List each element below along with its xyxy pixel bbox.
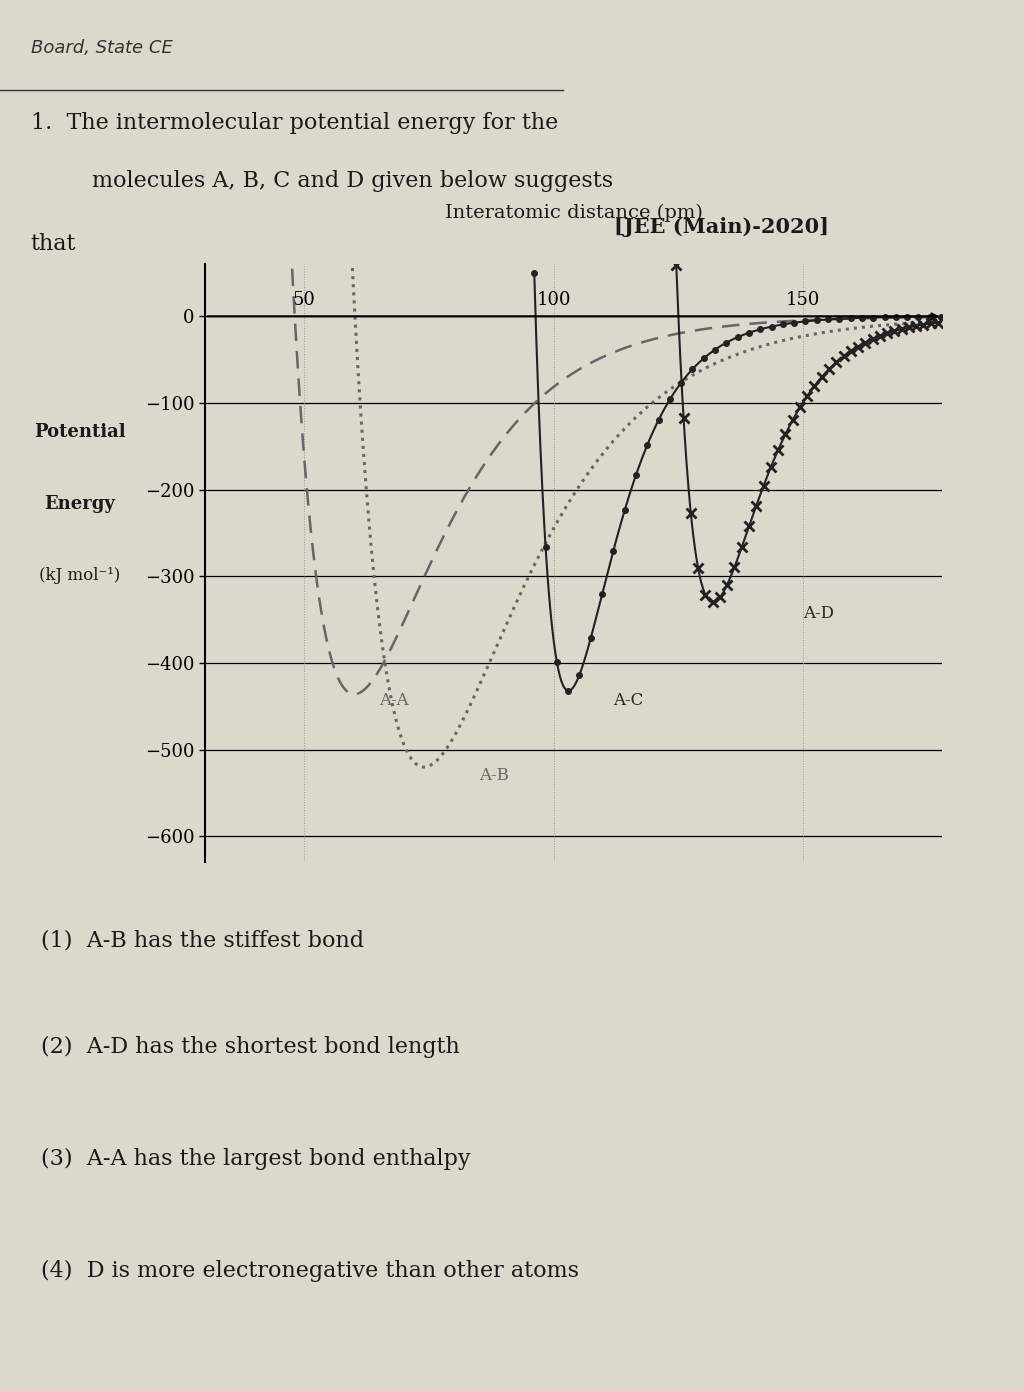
Text: molecules A, B, C and D given below suggests: molecules A, B, C and D given below sugg…: [92, 170, 613, 192]
Text: (3)  A-A has the largest bond enthalpy: (3) A-A has the largest bond enthalpy: [41, 1149, 471, 1170]
Text: A-A: A-A: [379, 691, 409, 708]
Text: Interatomic distance (pm): Interatomic distance (pm): [444, 204, 702, 223]
Text: (kJ mol⁻¹): (kJ mol⁻¹): [39, 566, 120, 584]
Text: [JEE (Main)-2020]: [JEE (Main)-2020]: [614, 217, 829, 236]
Text: Board, State CE: Board, State CE: [31, 39, 173, 57]
Text: 100: 100: [537, 291, 570, 309]
Text: (4)  D is more electronegative than other atoms: (4) D is more electronegative than other…: [41, 1260, 579, 1283]
Text: A-B: A-B: [479, 766, 509, 785]
Text: (2)  A-D has the shortest bond length: (2) A-D has the shortest bond length: [41, 1036, 460, 1059]
Text: that: that: [31, 232, 76, 255]
Text: 1.  The intermolecular potential energy for the: 1. The intermolecular potential energy f…: [31, 113, 558, 135]
Text: Energy: Energy: [44, 495, 115, 512]
Text: Potential: Potential: [34, 423, 125, 441]
Text: 50: 50: [293, 291, 315, 309]
Text: (1)  A-B has the stiffest bond: (1) A-B has the stiffest bond: [41, 929, 365, 951]
Text: A-C: A-C: [613, 691, 643, 708]
Text: A-D: A-D: [803, 605, 834, 622]
Text: 150: 150: [785, 291, 820, 309]
